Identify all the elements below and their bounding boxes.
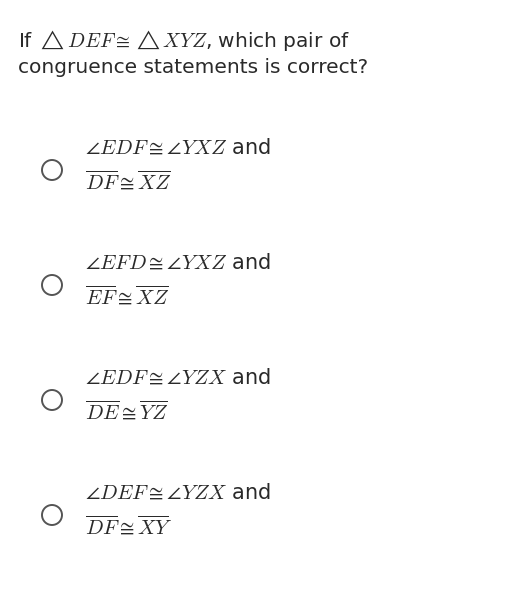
- Text: $\overline{EF} \cong \overline{XZ}$: $\overline{EF} \cong \overline{XZ}$: [85, 285, 170, 308]
- Text: $\overline{DF} \cong \overline{XY}$: $\overline{DF} \cong \overline{XY}$: [85, 515, 172, 538]
- Text: congruence statements is correct?: congruence statements is correct?: [18, 58, 368, 77]
- Text: $\overline{DE} \cong \overline{YZ}$: $\overline{DE} \cong \overline{YZ}$: [85, 400, 169, 423]
- Text: $\overline{DF} \cong \overline{XZ}$: $\overline{DF} \cong \overline{XZ}$: [85, 170, 172, 193]
- Text: If $\triangle DEF \cong \triangle XYZ$, which pair of: If $\triangle DEF \cong \triangle XYZ$, …: [18, 28, 350, 53]
- Text: $\angle EDF \cong \angle YXZ$ and: $\angle EDF \cong \angle YXZ$ and: [85, 138, 271, 158]
- Text: $\angle EDF \cong \angle YZX$ and: $\angle EDF \cong \angle YZX$ and: [85, 368, 271, 388]
- Text: $\angle EFD \cong \angle YXZ$ and: $\angle EFD \cong \angle YXZ$ and: [85, 253, 271, 273]
- Text: $\angle DEF \cong \angle YZX$ and: $\angle DEF \cong \angle YZX$ and: [85, 483, 271, 503]
